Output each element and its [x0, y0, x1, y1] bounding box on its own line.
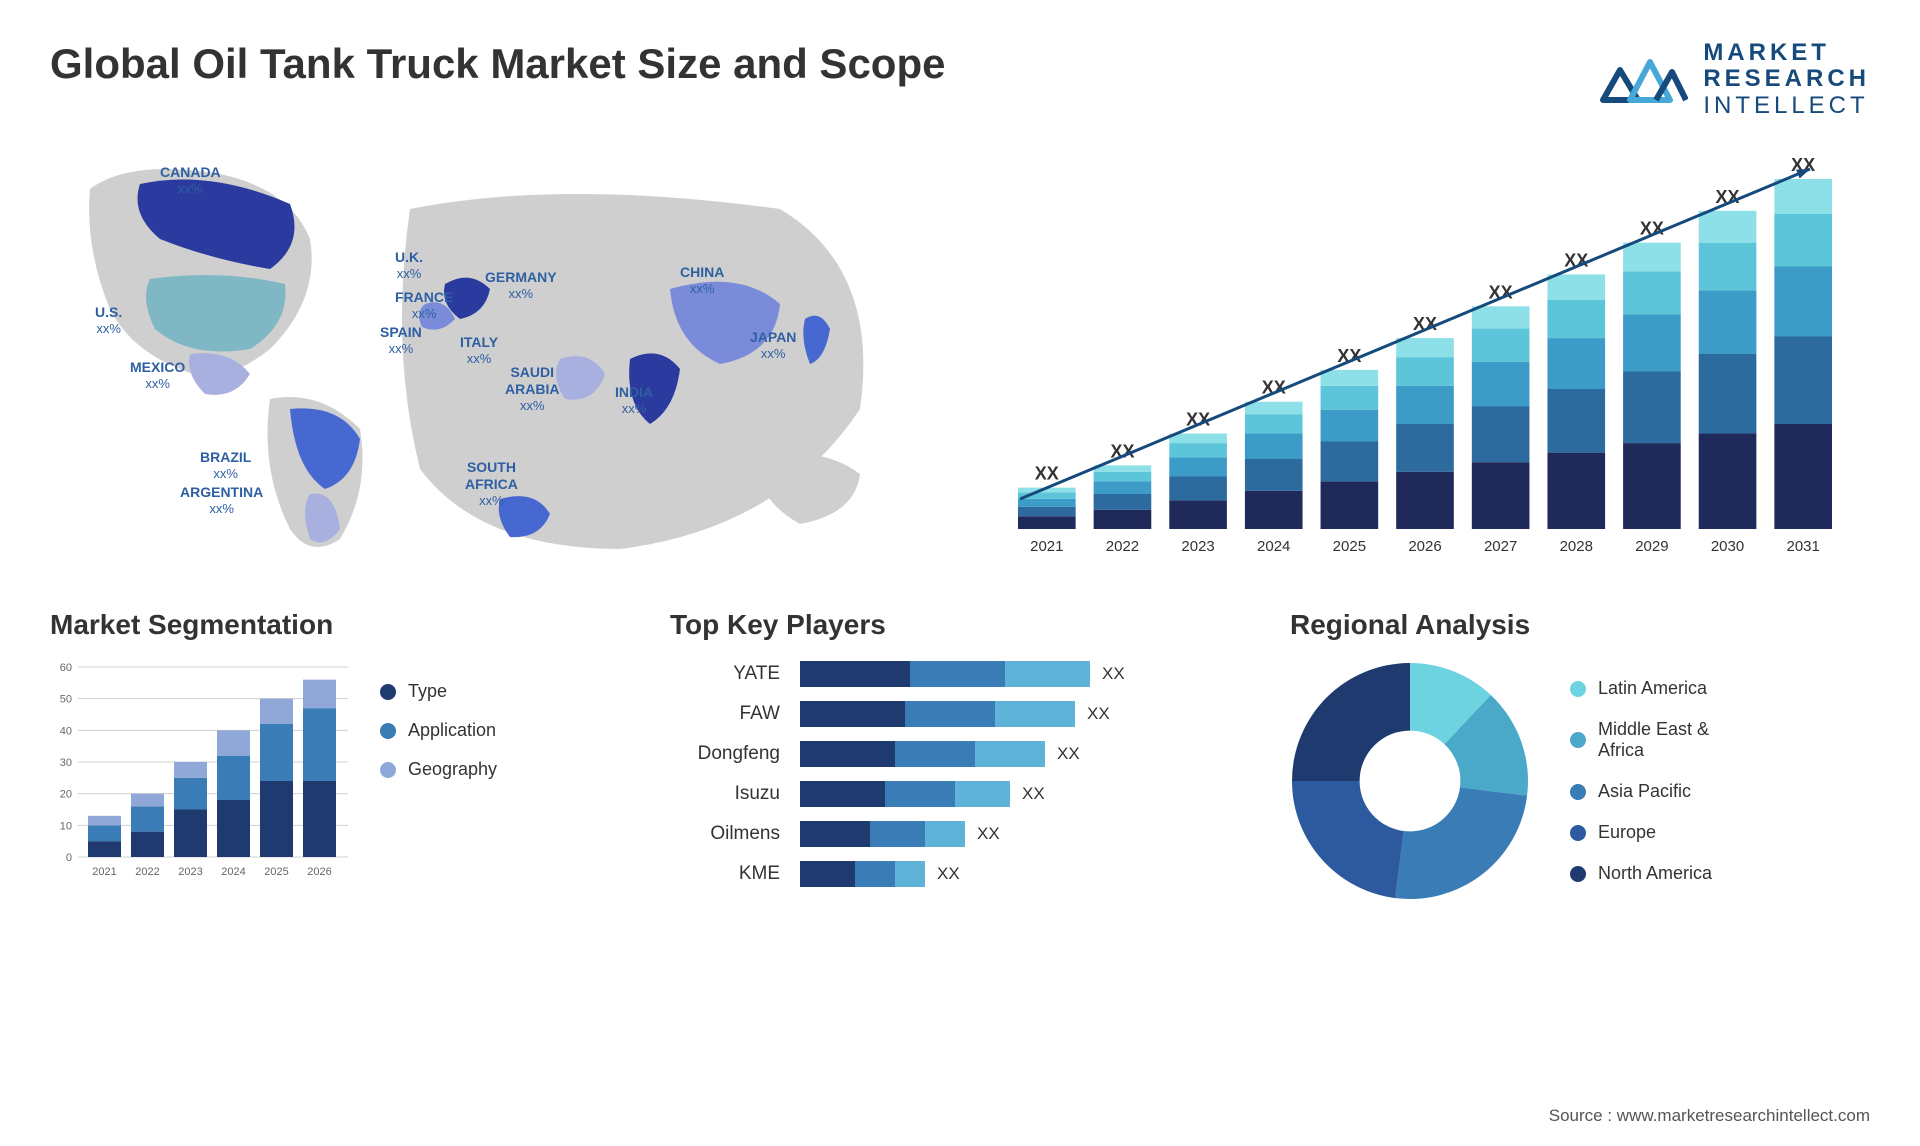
player-label-faw: FAW [670, 701, 780, 727]
top-row: CANADAxx% U.S.xx% MEXICOxx% BRAZILxx%ARGENT… [50, 149, 1870, 569]
header: Global Oil Tank Truck Market Size and Sc… [50, 40, 1870, 119]
svg-text:2022: 2022 [135, 866, 159, 878]
player-label-isuzu: Isuzu [670, 781, 780, 807]
map-label-spain: SPAINxx% [380, 324, 422, 356]
svg-text:2024: 2024 [1257, 538, 1290, 555]
svg-text:20: 20 [60, 789, 72, 801]
player-row-dongfeng: XX [800, 741, 1250, 767]
map-label-u-s-: U.S.xx% [95, 304, 122, 336]
players-labels: YATE FAW Dongfeng Isuzu Oilmens KME [670, 661, 780, 887]
map-label-japan: JAPANxx% [750, 329, 796, 361]
map-label-france: FRANCExx% [395, 289, 453, 321]
svg-text:2026: 2026 [1408, 538, 1441, 555]
regional-panel: Regional Analysis Latin America Middle Ea… [1290, 609, 1870, 901]
svg-text:2023: 2023 [1181, 538, 1214, 555]
player-row-yate: XX [800, 661, 1250, 687]
seg-legend-geography: Geography [380, 759, 497, 780]
player-label-oilmens: Oilmens [670, 821, 780, 847]
svg-text:2027: 2027 [1484, 538, 1517, 555]
map-label-u-k-: U.K.xx% [395, 249, 423, 281]
svg-text:2030: 2030 [1711, 538, 1744, 555]
map-label-brazil: BRAZILxx% [200, 449, 251, 481]
map-label-germany: GERMANYxx% [485, 269, 557, 301]
player-value: XX [1057, 744, 1080, 764]
regional-legend-middle-east-africa: Middle East & Africa [1570, 719, 1712, 761]
players-title: Top Key Players [670, 609, 1250, 641]
world-map-section: CANADAxx% U.S.xx% MEXICOxx% BRAZILxx%ARGENT… [50, 149, 940, 569]
seg-legend-application: Application [380, 720, 497, 741]
player-value: XX [1087, 704, 1110, 724]
bottom-row: Market Segmentation 0 10 20 30 40 50 60 2021 202… [50, 609, 1870, 901]
regional-legend: Latin America Middle East & Africa Asia Pa… [1570, 678, 1712, 884]
map-label-saudi-arabia: SAUDIARABIAxx% [505, 364, 559, 413]
svg-text:XX: XX [1262, 378, 1286, 398]
player-value: XX [1022, 784, 1045, 804]
svg-text:2021: 2021 [92, 866, 116, 878]
player-value: XX [1102, 664, 1125, 684]
player-row-isuzu: XX [800, 781, 1250, 807]
svg-text:2031: 2031 [1786, 538, 1819, 555]
growth-bars: XX2021XX2022XX2023XX2024XX2025XX2026XX20… [980, 149, 1870, 569]
player-row-faw: XX [800, 701, 1250, 727]
player-value: XX [977, 824, 1000, 844]
players-bars: XX XX XX XX XX XX [800, 661, 1250, 887]
regional-legend-north-america: North America [1570, 863, 1712, 884]
players-panel: Top Key Players YATE FAW Dongfeng Isuzu Oilm… [670, 609, 1250, 901]
player-value: XX [937, 864, 960, 884]
svg-text:2025: 2025 [1333, 538, 1366, 555]
svg-text:2029: 2029 [1635, 538, 1668, 555]
map-label-italy: ITALYxx% [460, 334, 498, 366]
svg-text:2024: 2024 [221, 866, 245, 878]
logo-icon [1598, 50, 1688, 110]
svg-text:2022: 2022 [1106, 538, 1139, 555]
svg-text:2028: 2028 [1560, 538, 1593, 555]
player-row-kme: XX [800, 861, 1250, 887]
svg-text:2025: 2025 [264, 866, 288, 878]
svg-text:40: 40 [60, 726, 72, 738]
map-label-mexico: MEXICOxx% [130, 359, 185, 391]
player-label-dongfeng: Dongfeng [670, 741, 780, 767]
regional-title: Regional Analysis [1290, 609, 1870, 641]
segmentation-panel: Market Segmentation 0 10 20 30 40 50 60 2021 202… [50, 609, 630, 901]
svg-text:50: 50 [60, 694, 72, 706]
map-label-south-africa: SOUTHAFRICAxx% [465, 459, 518, 508]
map-label-argentina: ARGENTINAxx% [180, 484, 263, 516]
player-row-oilmens: XX [800, 821, 1250, 847]
map-label-india: INDIAxx% [615, 384, 653, 416]
players-chart: YATEFAWDongfengIsuzuOilmensKMEXXXXXXXXXX… [670, 661, 1250, 887]
svg-text:2026: 2026 [307, 866, 331, 878]
svg-text:XX: XX [1035, 464, 1059, 484]
regional-donut [1290, 661, 1530, 901]
player-label-yate: YATE [670, 661, 780, 687]
segmentation-title: Market Segmentation [50, 609, 630, 641]
segmentation-legend: Type Application Geography [380, 661, 497, 881]
svg-text:30: 30 [60, 757, 72, 769]
regional-legend-europe: Europe [1570, 822, 1712, 843]
seg-legend-type: Type [380, 681, 497, 702]
svg-text:60: 60 [60, 662, 72, 674]
logo-text: MARKET RESEARCH INTELLECT [1703, 40, 1870, 119]
page-title: Global Oil Tank Truck Market Size and Sc… [50, 40, 945, 88]
regional-legend-latin-america: Latin America [1570, 678, 1712, 699]
player-label-kme: KME [670, 861, 780, 887]
growth-chart: XX2021XX2022XX2023XX2024XX2025XX2026XX20… [980, 149, 1870, 569]
svg-text:10: 10 [60, 821, 72, 833]
segmentation-chart: 0 10 20 30 40 50 60 2021 2022 2023 2024 2025 2026 [50, 661, 350, 881]
svg-text:2023: 2023 [178, 866, 202, 878]
svg-text:0: 0 [66, 852, 72, 864]
source-attribution: Source : www.marketresearchintellect.com [1549, 1106, 1870, 1126]
logo: MARKET RESEARCH INTELLECT [1598, 40, 1870, 119]
svg-text:2021: 2021 [1030, 538, 1063, 555]
regional-legend-asia-pacific: Asia Pacific [1570, 781, 1712, 802]
map-label-china: CHINAxx% [680, 264, 724, 296]
map-label-canada: CANADAxx% [160, 164, 221, 196]
